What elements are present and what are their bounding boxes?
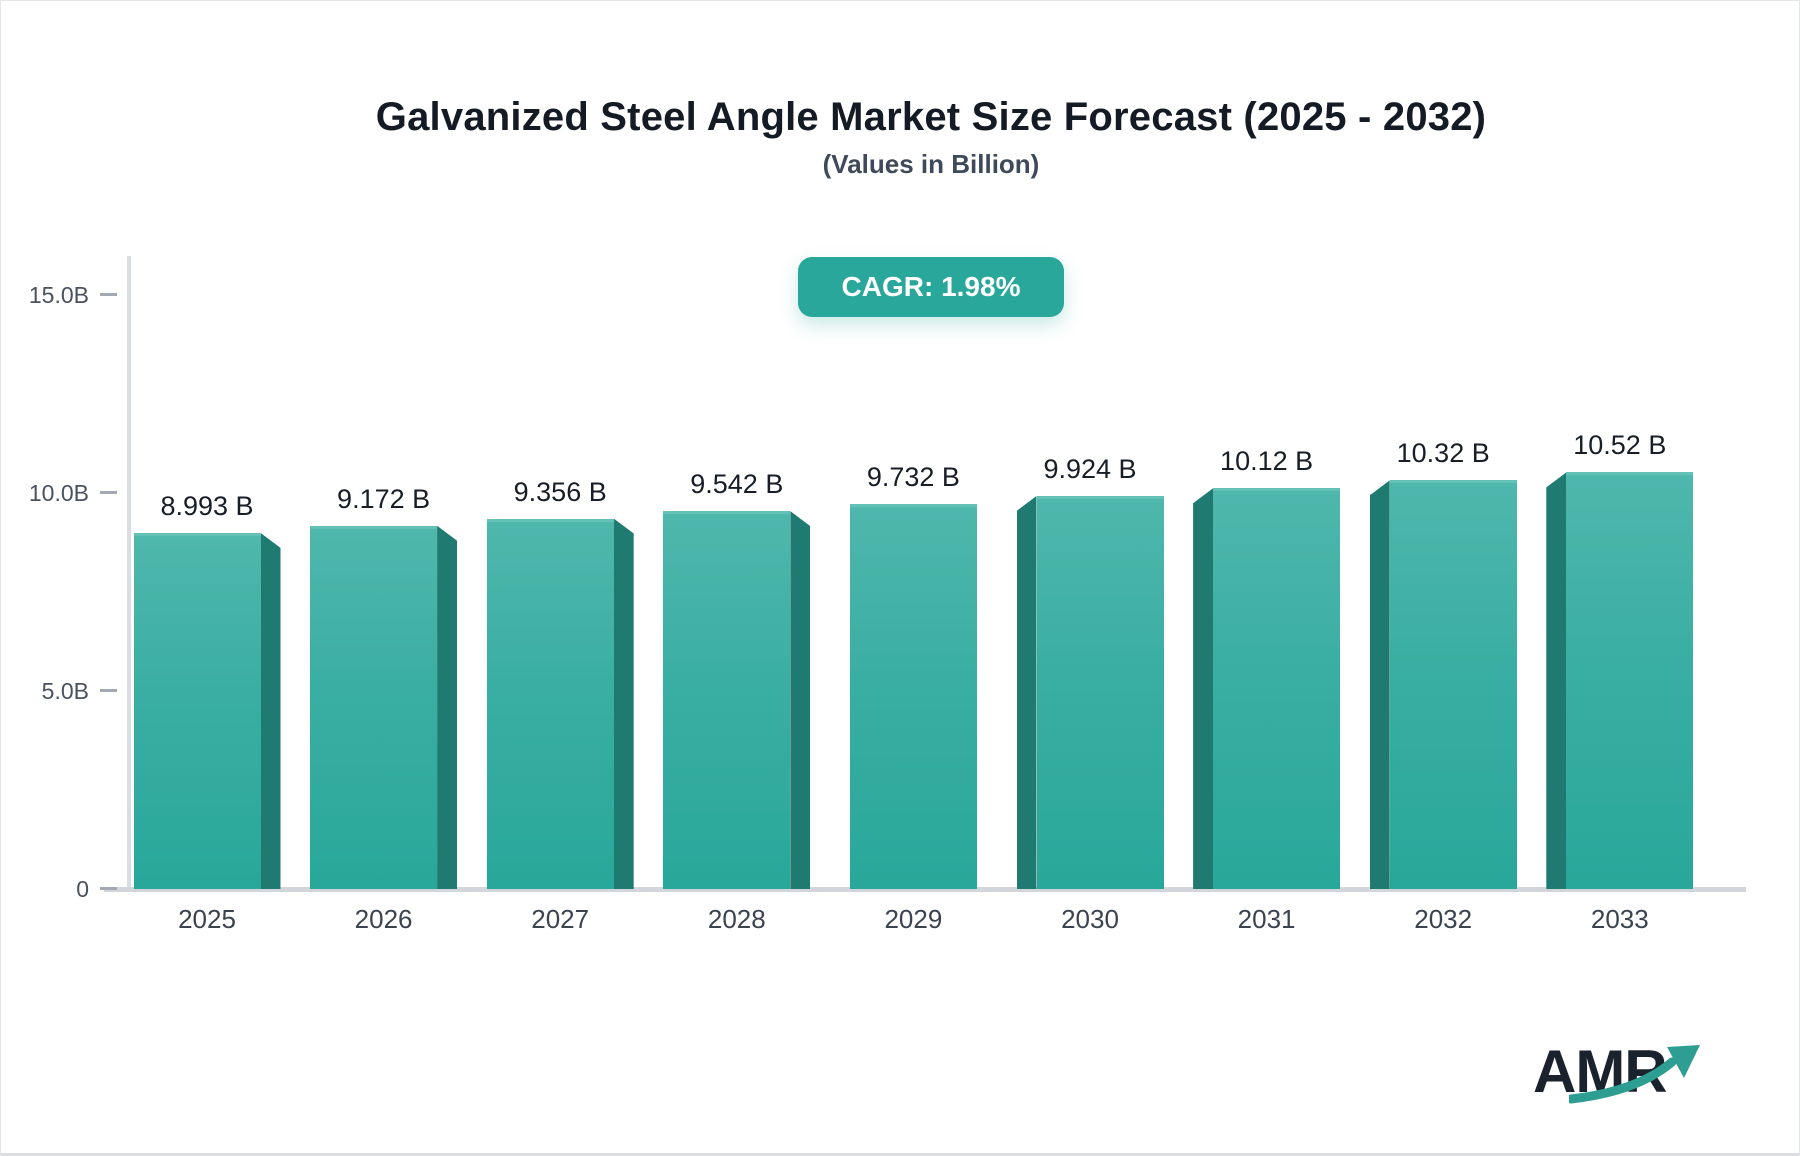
x-axis-label: 2027	[531, 904, 590, 934]
bar-2025	[133, 532, 261, 889]
bar-2030	[1036, 496, 1164, 889]
growth-arrow-icon	[1569, 1045, 1700, 1104]
bar-2032-side-face	[1369, 480, 1390, 889]
x-axis-label: 2030	[1061, 904, 1119, 934]
x-axis-line	[104, 887, 1746, 892]
cagr-badge: CAGR: 1.98%	[797, 257, 1065, 317]
bar-2032	[1389, 480, 1517, 889]
bar-2026	[310, 525, 438, 889]
bar-2031	[1213, 488, 1341, 889]
bar-2033-side-face	[1546, 472, 1567, 889]
bar-2030-side-face	[1016, 496, 1037, 889]
bar-value-label: 9.542 B	[690, 469, 784, 500]
bar-2031-side-face	[1193, 488, 1214, 889]
y-tick-label: 10.0B	[28, 480, 89, 506]
bar-value-label: 9.172 B	[337, 483, 431, 514]
y-tick-mark	[100, 887, 117, 890]
chart-subtitle: (Values in Billion)	[822, 149, 1040, 179]
bar-value-label: 10.52 B	[1573, 430, 1667, 461]
x-axis-label: 2028	[707, 904, 766, 934]
bar-value-label: 10.12 B	[1220, 446, 1314, 477]
bar-value-label: 9.356 B	[513, 476, 607, 507]
y-tick-mark	[100, 491, 117, 494]
bar-2026-side-face	[437, 525, 458, 889]
bar-2033	[1566, 472, 1694, 889]
y-tick-mark	[100, 293, 117, 296]
y-axis-line	[127, 256, 131, 889]
y-tick-label: 0	[76, 876, 89, 902]
x-axis-label: 2031	[1237, 904, 1296, 934]
bar-2029	[849, 503, 977, 889]
y-tick-mark	[100, 689, 117, 692]
bar-value-label: 9.924 B	[1043, 454, 1137, 484]
bar-value-label: 10.32 B	[1396, 438, 1490, 469]
bar-value-label: 9.732 B	[866, 461, 960, 492]
cagr-badge-row: CAGR: 1.98%	[31, 257, 1799, 317]
bar-2027	[486, 518, 614, 889]
x-axis-label: 2029	[884, 904, 943, 934]
bar-2028-side-face	[790, 511, 811, 889]
bar-value-label: 8.993 B	[160, 490, 254, 521]
bar-2028	[663, 511, 791, 889]
bar-2027-side-face	[613, 518, 634, 889]
x-axis-label: 2032	[1414, 904, 1473, 934]
bar-2025-side-face	[260, 532, 281, 889]
y-tick-label: 15.0B	[28, 282, 89, 308]
y-tick-label: 5.0B	[41, 678, 89, 704]
x-axis-label: 2026	[354, 904, 413, 934]
x-axis-label: 2025	[178, 904, 236, 934]
x-axis-label: 2033	[1590, 904, 1649, 934]
chart-title: Galvanized Steel Angle Market Size Forec…	[375, 95, 1487, 139]
